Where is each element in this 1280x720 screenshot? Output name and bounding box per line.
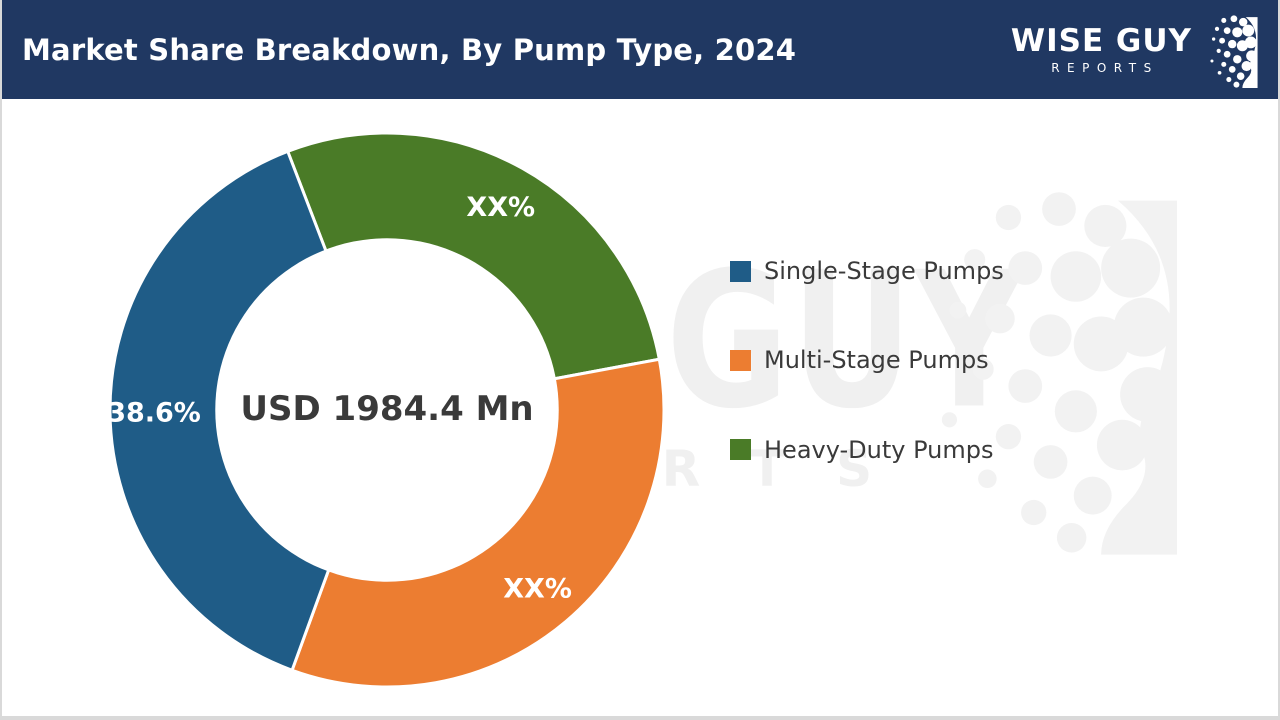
wiseguy-logo: WISE GUY REPORTS <box>1011 12 1258 88</box>
legend-label: Single-Stage Pumps <box>764 257 1004 285</box>
legend-item: Multi-Stage Pumps <box>730 346 1004 375</box>
legend-item: Single-Stage Pumps <box>730 258 1004 284</box>
legend-label: Heavy-Duty Pumps <box>764 435 994 464</box>
legend-label: Multi-Stage Pumps <box>764 346 989 375</box>
legend-swatch <box>730 350 751 372</box>
legend-item: Heavy-Duty Pumps <box>730 435 1004 464</box>
segment-share-label: 38.6% <box>107 397 201 428</box>
center-value-label: USD 1984.4 Mn <box>240 389 533 429</box>
logo-text: WISE GUY REPORTS <box>1010 22 1192 75</box>
header-bar: Market Share Breakdown, By Pump Type, 20… <box>2 0 1278 99</box>
page-title: Market Share Breakdown, By Pump Type, 20… <box>22 32 797 67</box>
legend-swatch <box>730 260 751 282</box>
segment-labels: XX% XX% 38.6% <box>107 192 572 604</box>
segment-share-label: XX% <box>466 192 535 223</box>
donut-chart: XX% XX% 38.6% USD 1984.4 Mn <box>107 131 666 689</box>
chart-legend: Single-Stage Pumps Multi-Stage Pumps Heavy… <box>730 258 1004 463</box>
logo-name: WISE GUY <box>1010 22 1192 59</box>
legend-swatch <box>730 439 751 461</box>
logo-face-icon <box>1210 14 1258 88</box>
donut-hole <box>215 238 559 582</box>
segment-share-label: XX% <box>503 573 572 604</box>
logo-subtitle: REPORTS <box>1051 60 1159 75</box>
